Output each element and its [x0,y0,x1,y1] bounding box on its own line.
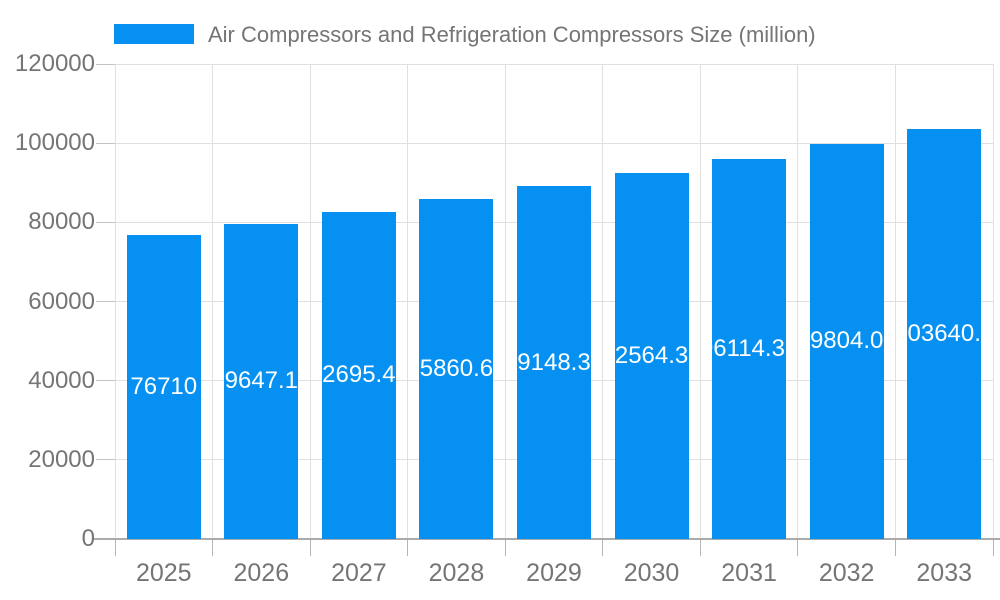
x-gridline [212,64,214,539]
x-gridline [797,64,799,539]
x-axis-tick-label: 2026 [233,559,290,587]
x-gridline [309,64,311,539]
x-tick-mark [699,539,701,556]
x-axis-tick-label: 2033 [916,559,973,587]
bar-value-label: 82695.49 [322,361,396,389]
y-axis-tick-label: 60000 [28,287,95,315]
x-axis-tick-label: 2027 [331,559,387,587]
bar-2032[interactable]: 99804.07 [809,143,884,539]
x-gridline [894,64,896,539]
y-gridline [115,142,993,144]
bar-value-label: 85860.66 [419,355,494,383]
x-gridline [699,64,701,539]
x-axis-tick-label: 2031 [721,559,777,587]
y-tick-mark [96,380,115,382]
y-axis-tick-label: 100000 [14,129,95,157]
x-tick-mark [602,539,604,556]
bar-value-label: 103640.4 [907,319,981,347]
legend-series-label: Air Compressors and Refrigeration Compre… [208,22,816,47]
bar-2025[interactable]: 76710 [126,235,201,539]
bar-2030[interactable]: 92564.36 [614,172,689,539]
bar-value-label: 92564.36 [614,341,689,369]
y-tick-mark [96,301,115,302]
bar-value-label: 76710 [130,373,198,401]
bar-2033[interactable]: 103640.4 [907,128,982,539]
bar-value-label: 96114.37 [712,334,786,362]
x-axis-tick-label: 2030 [623,559,680,587]
x-gridline [602,64,604,539]
bar-value-label: 89148.35 [517,348,591,376]
x-gridline [407,64,409,539]
bar-2028[interactable]: 85860.66 [419,199,494,539]
y-axis-tick-label: 20000 [28,445,95,473]
legend-swatch-icon [114,24,194,44]
bar-value-label: 99804.07 [809,327,884,355]
y-gridline [115,63,993,65]
x-gridline [992,64,994,539]
y-tick-mark [96,221,115,223]
x-axis-tick-label: 2025 [135,559,192,587]
x-gridline [114,64,116,539]
x-axis-tick-label: 2028 [428,559,485,587]
bar-value-label: 79647.18 [224,367,299,395]
bar-2026[interactable]: 79647.18 [224,223,299,539]
y-tick-mark [96,63,115,65]
y-axis-tick-label: 40000 [28,366,95,394]
x-axis-line [92,538,1000,540]
y-axis-tick-label: 80000 [28,208,95,236]
x-tick-mark [407,539,409,556]
x-tick-mark [894,539,896,556]
x-tick-mark [212,539,214,556]
y-axis-tick-label: 120000 [14,50,95,77]
y-tick-mark [96,459,115,461]
x-tick-mark [797,539,799,556]
bar-2031[interactable]: 96114.37 [712,158,787,539]
x-tick-mark [309,539,311,556]
bar-2029[interactable]: 89148.35 [517,186,591,539]
x-axis-tick-label: 2032 [818,559,875,587]
x-tick-mark [114,539,116,556]
x-tick-mark [504,539,506,556]
x-axis-tick-label: 2029 [526,559,582,587]
x-gridline [504,64,506,539]
bar-2027[interactable]: 82695.49 [321,211,396,539]
y-axis-tick-label: 0 [81,525,95,552]
x-tick-mark [992,539,994,556]
y-tick-mark [96,142,115,144]
